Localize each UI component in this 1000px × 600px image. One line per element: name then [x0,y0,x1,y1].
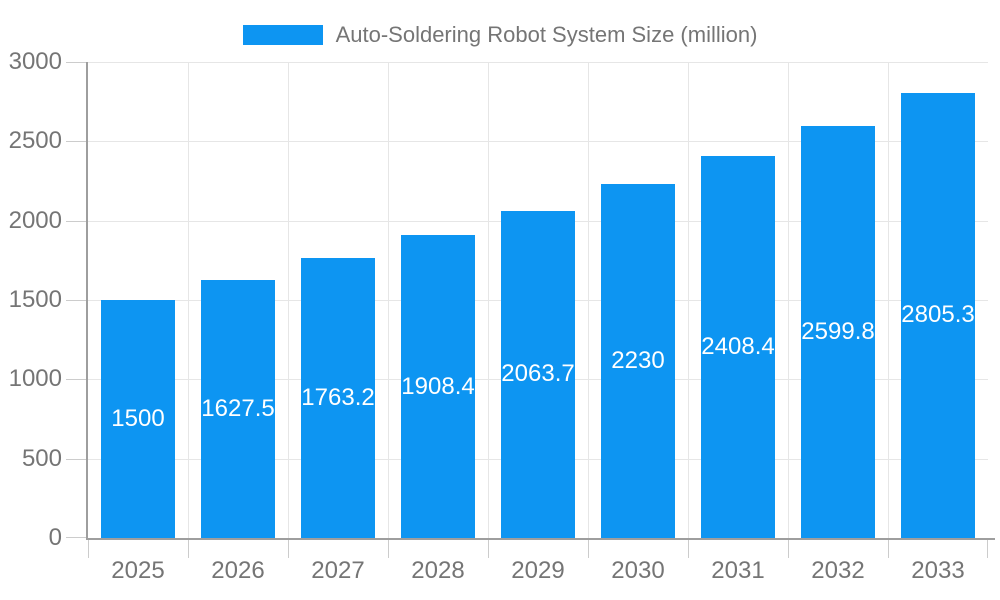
y-axis-label: 2500 [8,127,62,155]
y-tick [66,300,86,301]
bar-value-label: 1763.2 [301,384,375,412]
bar-value-label: 2599.8 [801,317,875,345]
x-axis-label: 2027 [311,557,365,584]
y-tick [66,141,86,143]
legend[interactable]: Auto-Soldering Robot System Size (millio… [0,22,1000,48]
x-axis-label: 2030 [611,557,665,584]
gridline-vertical [188,62,189,538]
gridline-vertical [388,62,389,538]
gridline-vertical [488,62,489,538]
x-tick [88,540,89,558]
x-axis-label: 2031 [711,557,765,584]
x-axis-label: 2025 [111,557,165,584]
x-axis-label: 2033 [911,557,965,584]
bar-value-label: 2805.3 [901,301,975,329]
y-axis-label: 0 [48,524,62,551]
x-tick [987,540,988,558]
y-tick [66,220,86,222]
x-axis-label: 2028 [411,557,465,584]
bar-2030[interactable]: 2230 [601,184,675,538]
y-axis-line [86,62,88,540]
gridline-vertical [288,62,289,538]
x-tick [388,540,389,558]
x-tick [888,540,889,558]
y-axis-label: 1500 [8,286,62,313]
gridline-vertical [588,62,589,538]
bar-value-label: 2230 [611,347,665,375]
gridline-vertical [788,62,789,538]
bar-2027[interactable]: 1763.2 [301,258,375,538]
bar-2026[interactable]: 1627.5 [201,279,275,538]
bar-value-label: 2063.7 [501,360,575,388]
plot-area: 1500 1627.5 1763.2 1908.4 2063.7 2230 2408.4 25… [9,49,995,584]
x-tick [288,540,289,558]
bar-2033[interactable]: 2805.3 [901,92,975,538]
x-tick [788,540,789,558]
y-tick [66,458,86,460]
bar-value-label: 1500 [111,405,165,432]
bar-value-label: 1627.5 [201,394,275,422]
x-axis-line [86,538,995,540]
y-tick [66,62,86,63]
gridline-vertical [688,62,689,538]
x-tick [488,540,489,558]
gridline-horizontal [88,62,988,63]
x-tick [188,540,189,558]
y-axis-label: 1000 [8,365,62,393]
bar-2025[interactable]: 1500 [101,300,175,538]
legend-swatch [242,25,323,45]
bar-2028[interactable]: 1908.4 [401,235,475,538]
y-axis-label: 3000 [8,48,62,75]
bar-value-label: 1908.4 [401,372,475,400]
y-tick [66,379,86,381]
x-axis-label: 2026 [211,557,265,584]
legend-label: Auto-Soldering Robot System Size (millio… [335,22,758,47]
y-tick [66,537,86,538]
gridline-vertical [888,62,889,538]
y-axis-label: 2000 [8,206,62,234]
y-axis-label: 500 [21,444,62,472]
bar-2029[interactable]: 2063.7 [501,210,575,538]
bar-2032[interactable]: 2599.8 [801,125,875,538]
bar-2031[interactable]: 2408.4 [701,155,775,538]
x-axis-label: 2032 [811,557,865,584]
x-tick [588,540,589,558]
bar-value-label: 2408.4 [701,332,775,360]
x-tick [688,540,689,558]
gridline-horizontal [88,141,988,143]
x-axis-label: 2029 [511,557,565,584]
